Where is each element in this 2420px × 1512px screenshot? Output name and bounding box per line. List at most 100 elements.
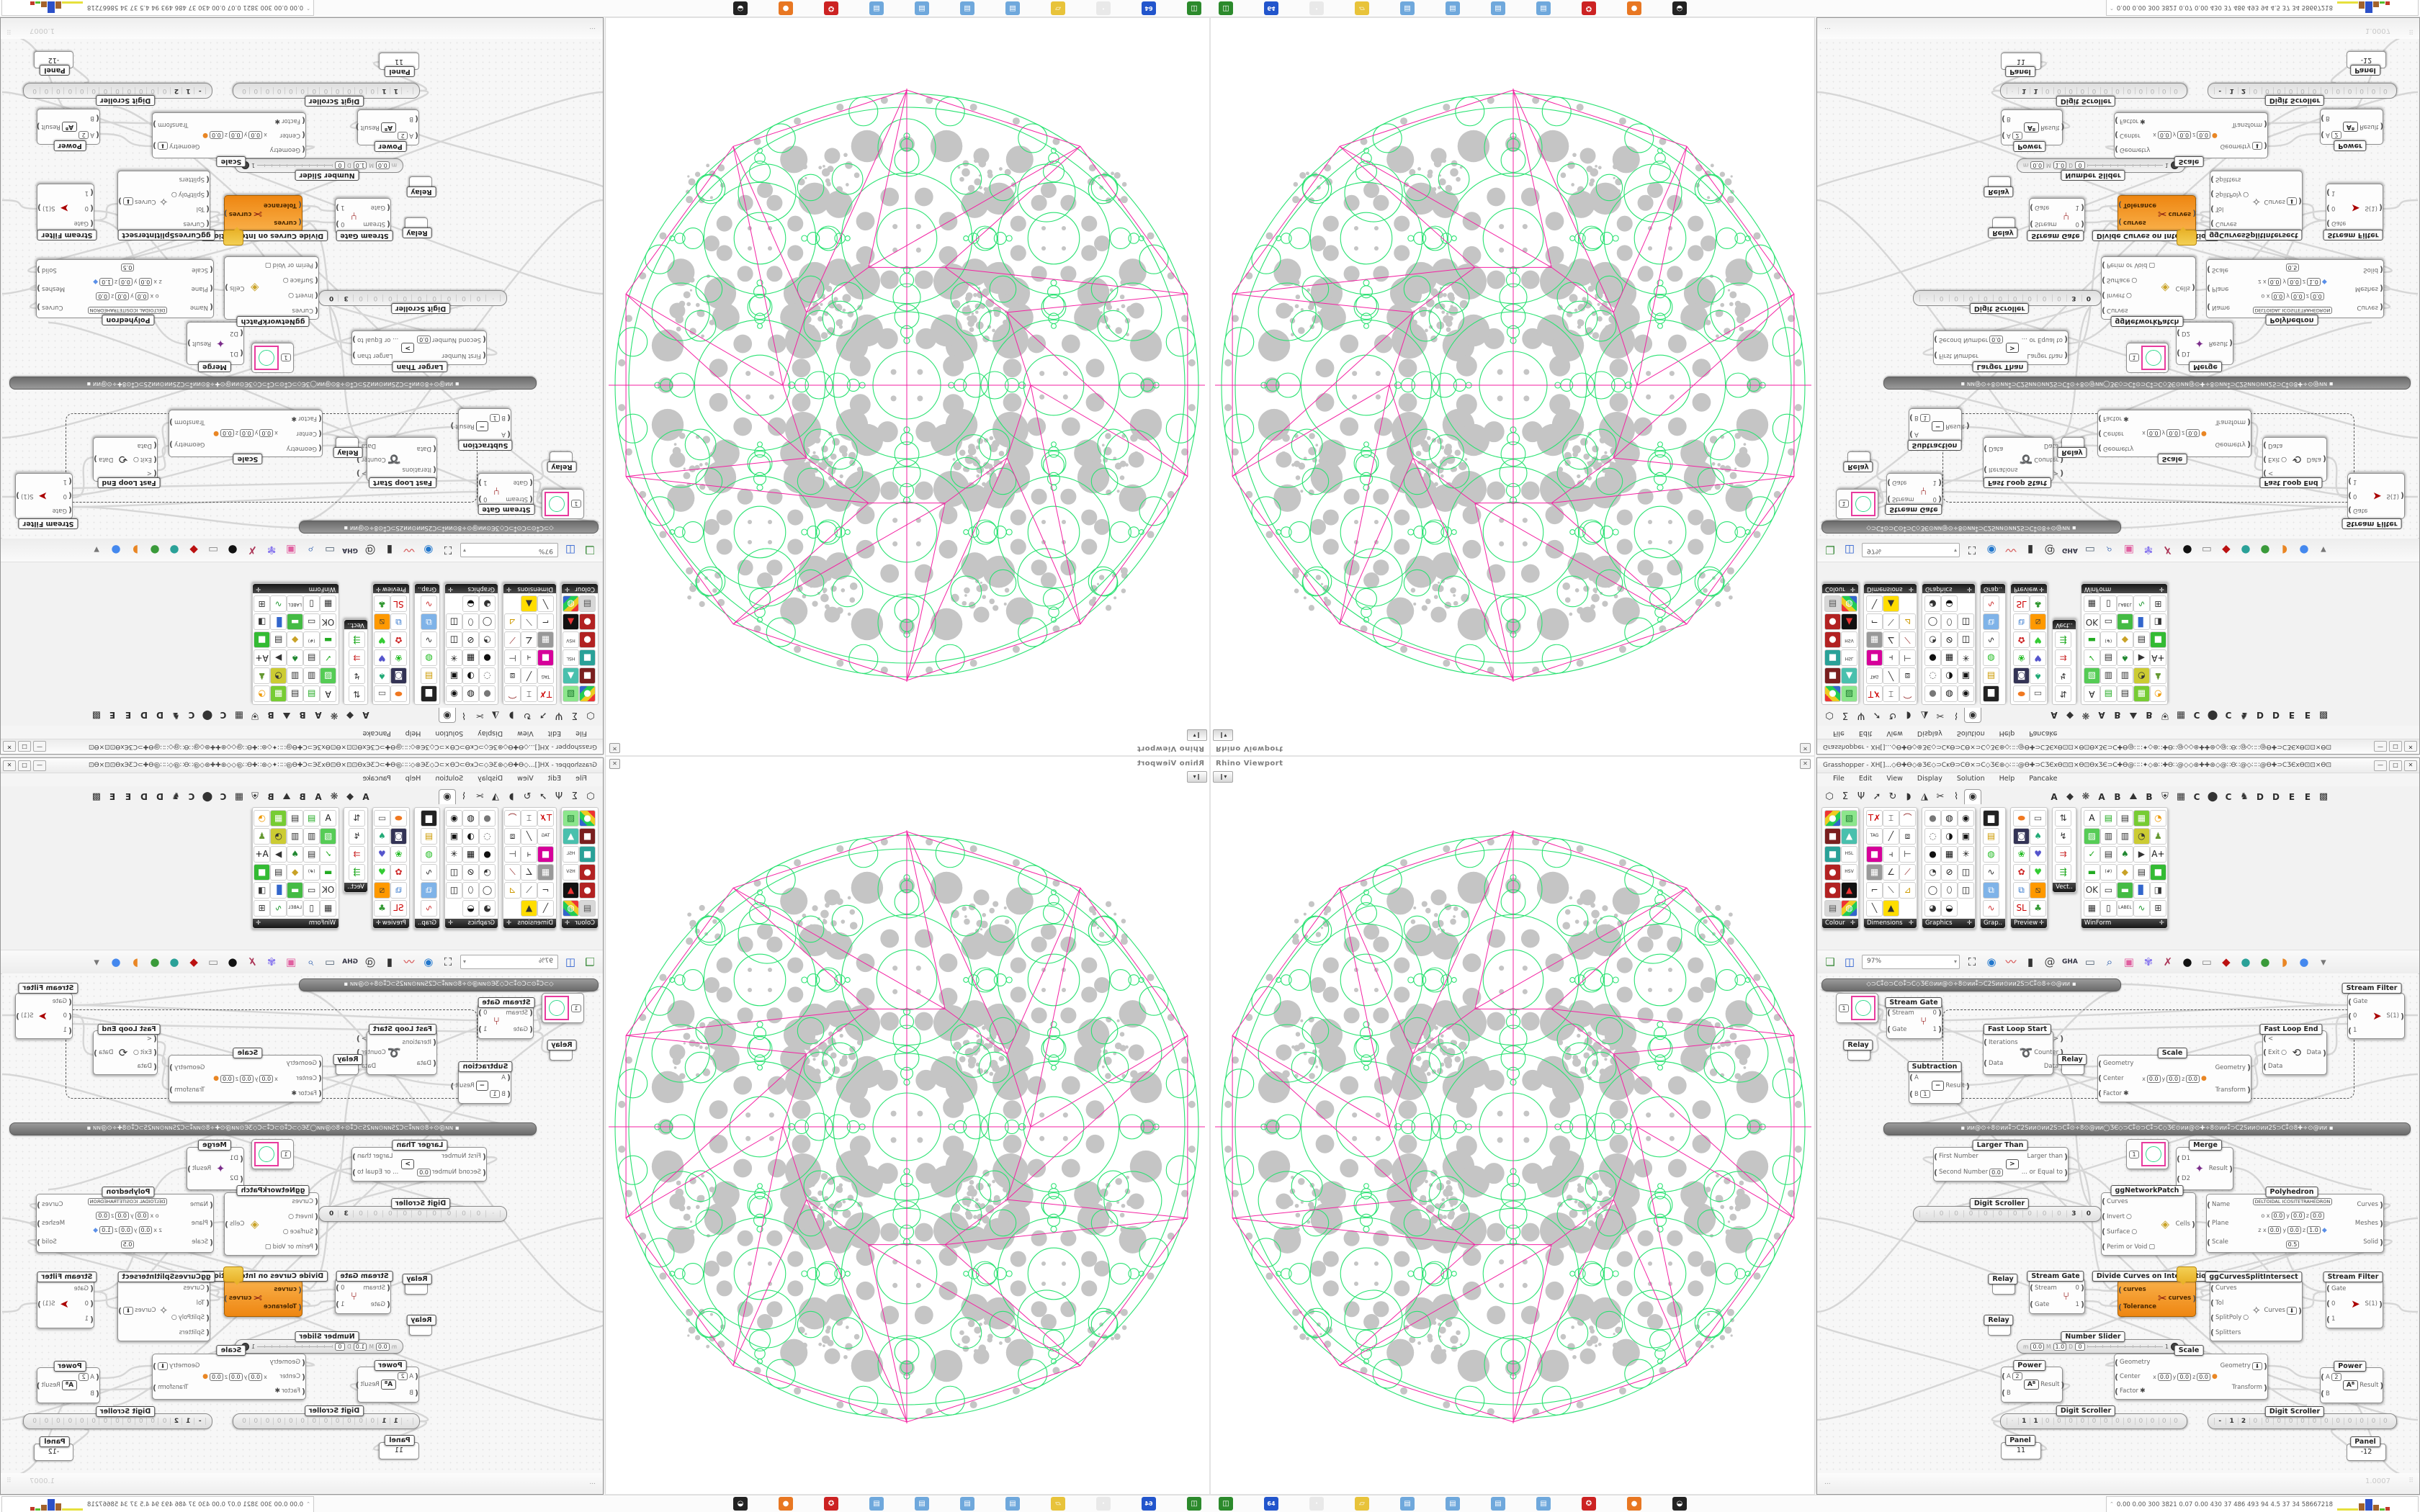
slider-bound-value[interactable]: 1.0 <box>353 1342 367 1351</box>
palette-icon[interactable]: HSV <box>563 864 579 881</box>
gh-component-larger-than[interactable]: (First Number(Second Number 0.0 > Larger th… <box>351 1147 487 1182</box>
gh-component-preview[interactable]: 1 <box>1836 489 1878 519</box>
value-box[interactable]: 0.0 <box>2287 277 2301 286</box>
input-port[interactable]: (Invert ○ <box>2102 1212 2132 1221</box>
tab-category-3[interactable]: ➚ <box>539 710 547 721</box>
input-port[interactable]: (curves <box>274 1284 302 1295</box>
palette-icon[interactable]: ♟ <box>254 667 271 684</box>
option-circle-icon[interactable]: ○ <box>288 292 294 300</box>
palette-icon[interactable]: ⌐ <box>537 613 554 630</box>
palette-icon[interactable]: HSV <box>1841 864 1857 881</box>
toolbar-icon-18[interactable]: ▾ <box>94 955 99 968</box>
gh-component-subtraction[interactable]: (A(B 1− Result) <box>1909 408 1970 444</box>
digit-cell[interactable]: 0 <box>1948 294 1963 302</box>
tab-plugin-0[interactable]: A <box>362 792 369 802</box>
palette-icon[interactable]: ▭ <box>373 685 390 702</box>
tab-category-7[interactable]: ✂ <box>1936 791 1945 802</box>
input-port[interactable]: (Stream <box>1887 495 1914 504</box>
gh-component-fast-loop-end[interactable]: (<(Exit ○(Data ⟲ Data) <box>93 1030 158 1075</box>
input-port[interactable]: (Data <box>416 444 436 454</box>
tab-plugin-14[interactable]: D <box>2272 710 2280 720</box>
input-port[interactable]: (Scale <box>192 1237 213 1247</box>
gh-component-stream-gate[interactable]: (Stream(Gate ⑂ 0) 1) <box>2029 198 2085 234</box>
palette-icon[interactable]: ▦ <box>462 846 479 863</box>
output-port[interactable]: Result) <box>450 1081 475 1091</box>
toolbar-icon-4[interactable]: @ <box>364 544 376 557</box>
output-port[interactable]: curves) <box>223 1293 252 1303</box>
digit-cell[interactable]: 0 <box>2088 1418 2099 1425</box>
gh-component-power[interactable]: (A 2(B Aᴮ Result) <box>356 1367 419 1403</box>
palette-icon[interactable]: A+ <box>254 846 271 863</box>
digit-cell[interactable]: 0 <box>413 1210 427 1218</box>
input-port[interactable]: (Plane <box>191 1218 213 1228</box>
gh-component-preview[interactable]: 1 <box>542 993 584 1023</box>
digit-cell[interactable]: 0 <box>2022 1210 2036 1218</box>
palette-icon[interactable]: ● <box>579 810 596 827</box>
save-file-icon[interactable]: ◫ <box>565 544 576 557</box>
value-box[interactable]: 0.0 <box>210 131 223 140</box>
input-port[interactable]: (Surface ○ <box>282 276 318 285</box>
palette-icon[interactable]: HSL <box>1841 649 1857 666</box>
output-port[interactable]: Curves) <box>37 1200 63 1210</box>
value-box[interactable]: 0.0 <box>2310 292 2324 301</box>
input-port[interactable]: (Geometry <box>269 1357 305 1367</box>
value-box[interactable]: 0.0 <box>220 1074 234 1083</box>
digit-cell[interactable]: 0 <box>321 87 332 94</box>
palette-icon[interactable]: ▣ <box>1958 667 1974 684</box>
input-port[interactable]: (Tol <box>196 1298 210 1308</box>
toolbar-icon-11[interactable]: ● <box>228 955 238 968</box>
digit-cell[interactable]: 0 <box>2111 87 2123 94</box>
value-box[interactable]: 0.0 <box>2146 429 2161 438</box>
palette-icon[interactable]: ♠ <box>287 846 304 863</box>
palette-icon[interactable]: ▨ <box>320 828 337 845</box>
palette-icon[interactable]: ▥ <box>287 667 304 684</box>
input-port[interactable]: (Curves <box>183 219 210 229</box>
digit-cell[interactable]: 0 <box>354 294 369 302</box>
palette-icon[interactable]: HSV <box>1841 631 1857 648</box>
resize-handle-icon[interactable]: ⠿ <box>2408 1477 2414 1485</box>
value-box[interactable]: 0.0 <box>1989 336 2003 344</box>
input-port[interactable]: (D1 <box>2177 348 2190 359</box>
tab-plugin-9[interactable]: C <box>220 710 227 720</box>
palette-icon[interactable]: ● <box>479 846 496 863</box>
output-port[interactable]: Transform) <box>2215 1085 2251 1094</box>
gh-component-ggcurvessplitintersect[interactable]: (Curves(Tol(SplitPoly ○(Splitters ✧ Curves ⬇… <box>2210 171 2303 233</box>
output-port[interactable]: 0) <box>478 495 488 504</box>
value-box[interactable]: 0.0 <box>2271 292 2285 301</box>
output-port[interactable]: Cells) <box>2175 1219 2195 1229</box>
palette-icon[interactable]: ● <box>1924 685 1941 702</box>
save-file-icon[interactable]: ◫ <box>1844 955 1855 968</box>
input-port[interactable]: (0 <box>2348 491 2357 501</box>
taskbar-app-icon-8[interactable]: ✪ <box>1582 1497 1596 1511</box>
value-box[interactable]: 0.0 <box>2267 1226 2282 1235</box>
palette-icon[interactable]: ■ <box>1866 649 1883 666</box>
palette-icon[interactable]: ▯ <box>2099 900 2117 917</box>
palette-icon[interactable]: ▲ <box>1883 900 1899 917</box>
gh-component-ggcurvessplitintersect[interactable]: (Curves(Tol(SplitPoly ○(Splitters ✧ Curves ⬇… <box>117 1279 210 1341</box>
toolbar-icon-4[interactable]: @ <box>364 955 376 968</box>
palette-icon[interactable]: ◯ <box>1924 882 1941 899</box>
input-port[interactable]: (Gate <box>513 1025 533 1034</box>
palette-icon[interactable]: ⌐ <box>1866 882 1883 899</box>
output-port[interactable]: Curves) <box>2357 1200 2383 1210</box>
input-port[interactable]: (D2 <box>230 1174 243 1184</box>
taskbar-app-icon-2[interactable]: · <box>1096 1497 1111 1511</box>
inline-icon[interactable]: ✱ <box>274 117 280 125</box>
palette-icon[interactable]: ▤ <box>2099 810 2117 827</box>
input-port[interactable]: (1 <box>84 1314 94 1324</box>
value-box[interactable]: 0.0 <box>259 1074 274 1083</box>
palette-icon[interactable]: ● <box>1824 864 1841 881</box>
palette-icon[interactable]: ⬬ <box>390 810 407 827</box>
menu-edit[interactable]: Edit <box>547 729 562 737</box>
option-circle-icon[interactable]: ○ <box>2126 1212 2132 1220</box>
input-port[interactable]: (Gate <box>1887 478 1907 487</box>
palette-icon[interactable]: ♣ <box>2030 900 2047 917</box>
digit-cell[interactable]: 0 <box>1934 1210 1948 1218</box>
output-port[interactable]: Transform) <box>2215 418 2251 427</box>
output-port[interactable]: Geometry ⬇) <box>2220 141 2267 151</box>
palette-icon[interactable]: LABEL <box>2116 900 2133 917</box>
palette-icon[interactable]: ◨ <box>2149 613 2166 630</box>
input-port[interactable]: (SplitPoly ○ <box>2210 1313 2249 1323</box>
palette-icon[interactable]: ▦ <box>537 631 554 648</box>
input-port[interactable]: (Geometry <box>286 1058 322 1068</box>
